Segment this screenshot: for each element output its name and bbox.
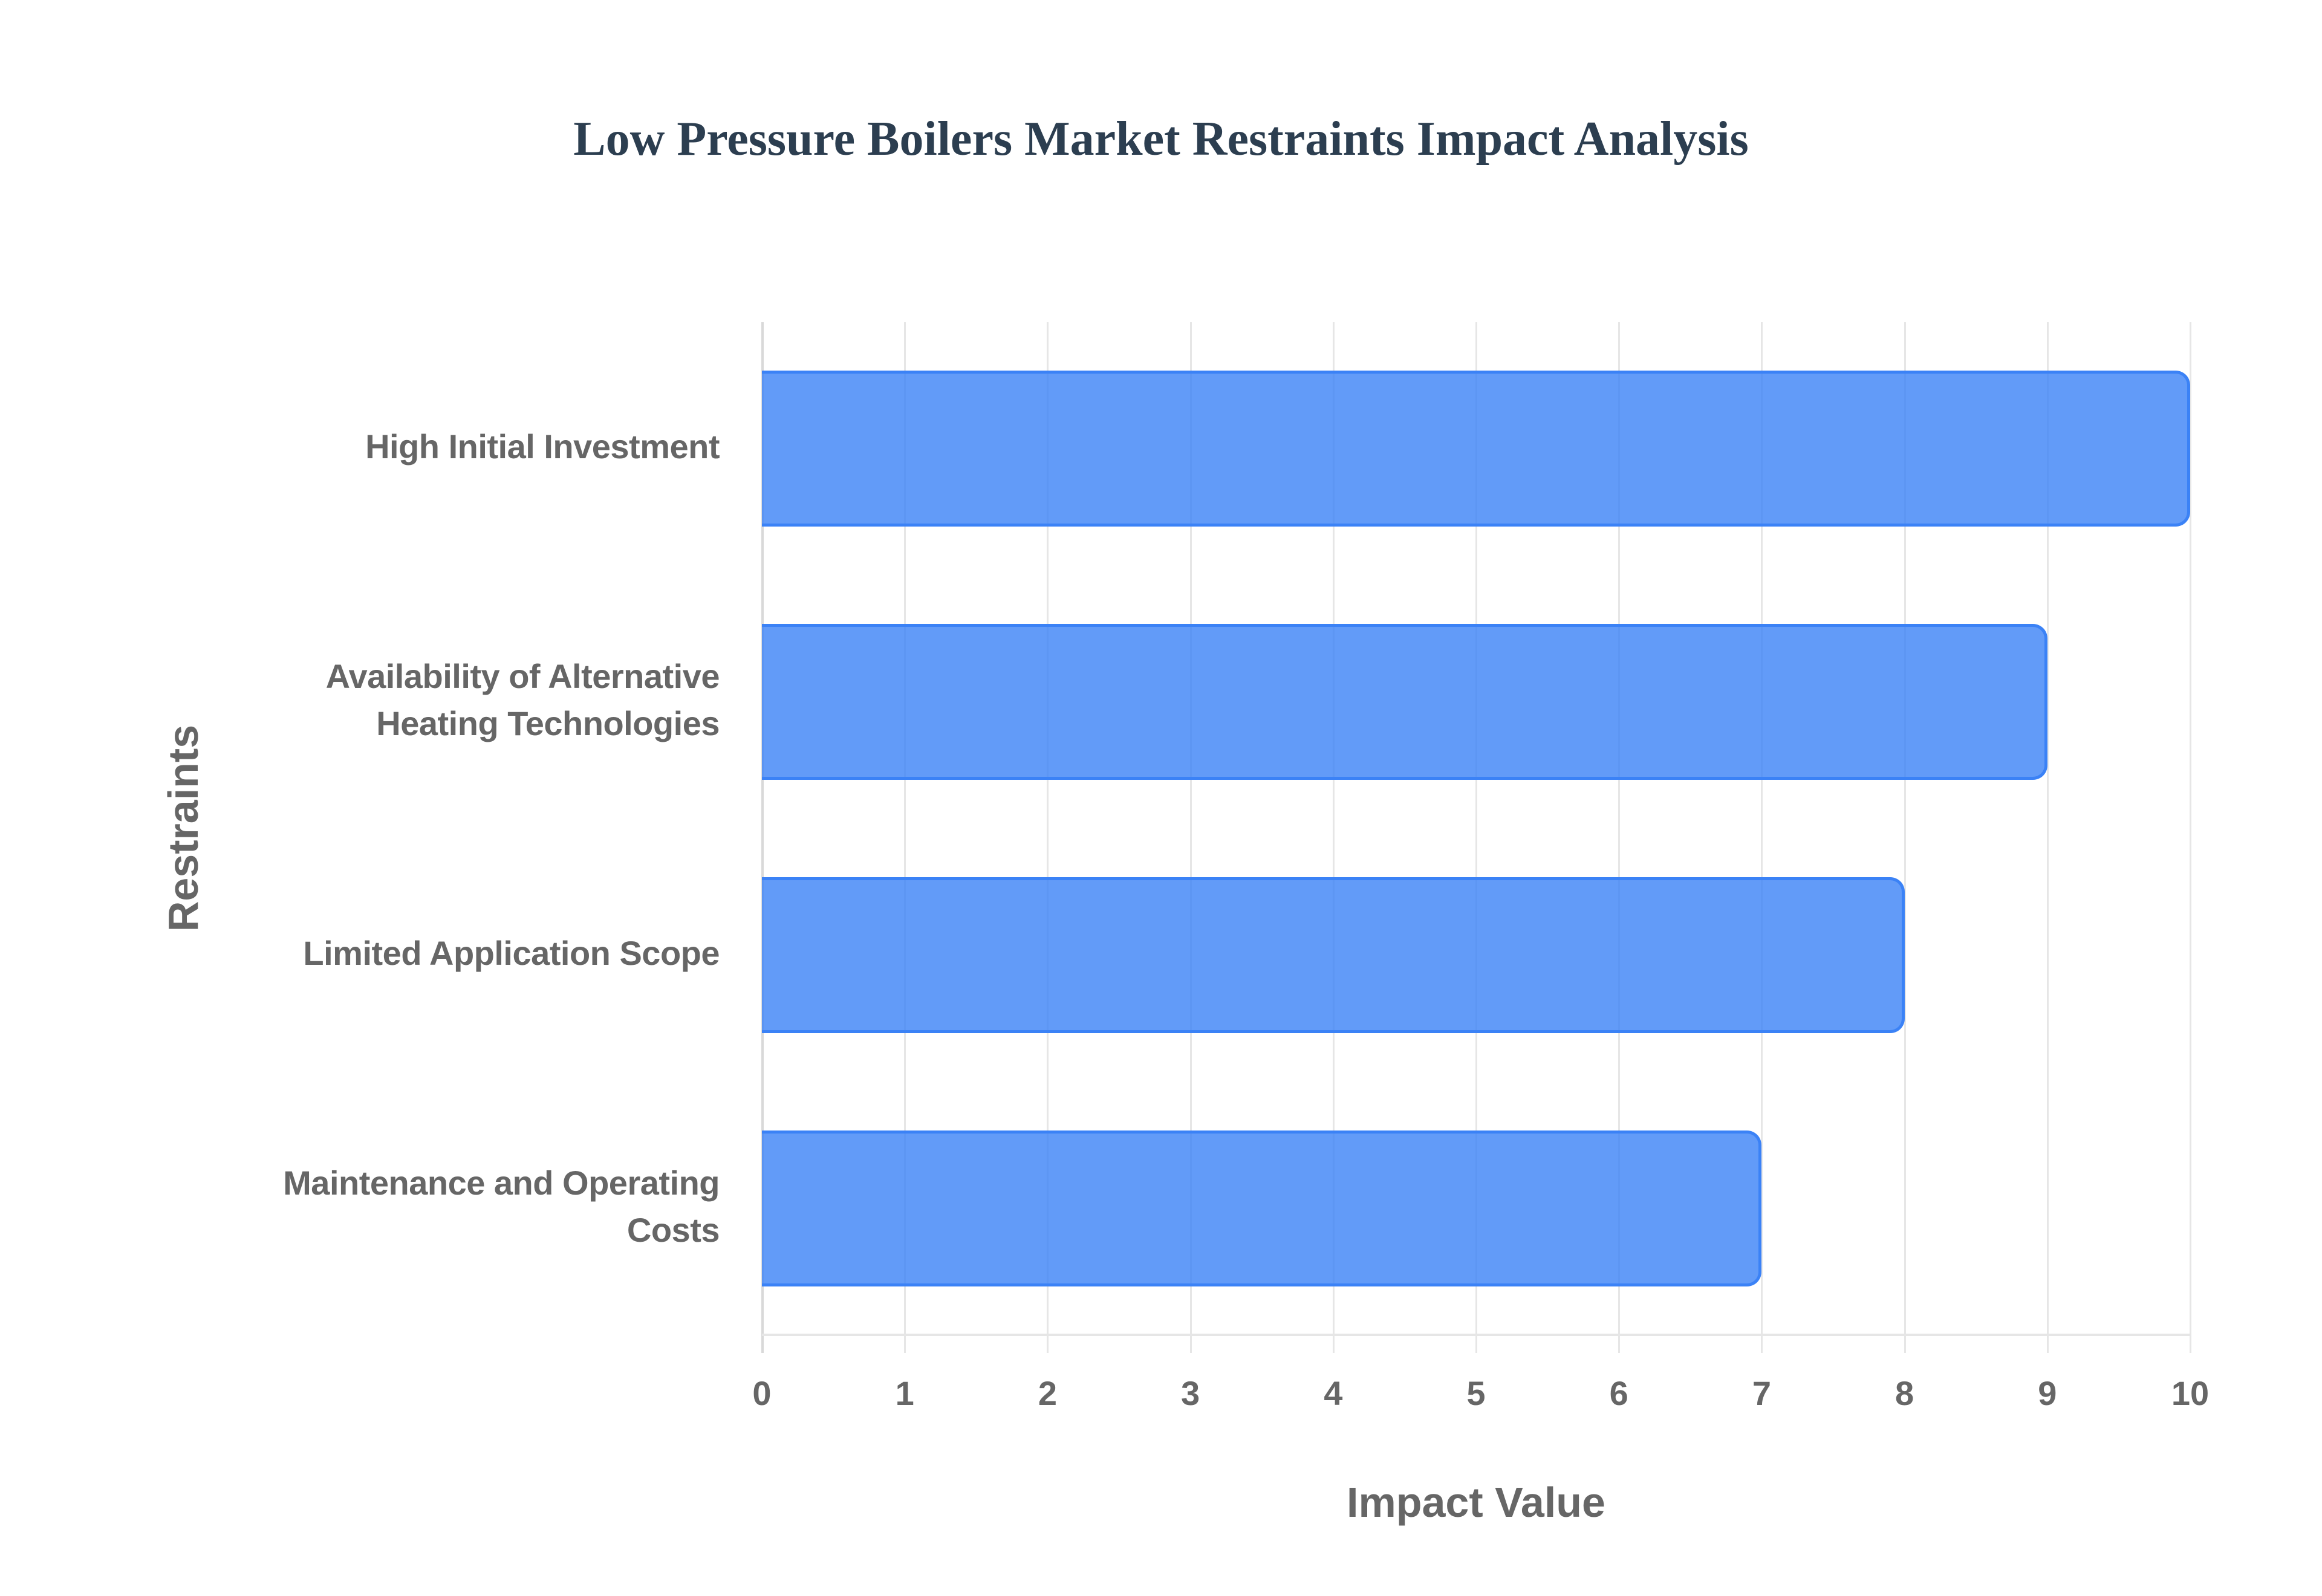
x-tick-label: 7 xyxy=(1752,1374,1771,1412)
gridline xyxy=(1904,322,1906,1353)
gridline xyxy=(1332,322,1335,1353)
bar[interactable] xyxy=(762,877,1905,1033)
gridline xyxy=(1618,322,1621,1353)
x-tick-label: 4 xyxy=(1324,1374,1343,1412)
y-tick-label: Limited Application Scope xyxy=(54,930,720,977)
x-tick-label: 9 xyxy=(2038,1374,2057,1412)
gridline xyxy=(904,322,906,1353)
gridline xyxy=(2046,322,2049,1353)
y-tick-label: High Initial Investment xyxy=(54,423,720,470)
gridline xyxy=(1761,322,1763,1353)
y-tick-label-line: Limited Application Scope xyxy=(303,933,720,972)
gridline xyxy=(1189,322,1192,1353)
y-tick-label-line: High Initial Investment xyxy=(365,427,720,466)
gridline xyxy=(1475,322,1477,1353)
x-tick-label: 6 xyxy=(1609,1374,1628,1412)
x-tick-label: 10 xyxy=(2171,1374,2210,1412)
x-tick-label: 5 xyxy=(1466,1374,1486,1412)
x-tick-label: 1 xyxy=(895,1374,914,1412)
x-tick-label: 0 xyxy=(752,1374,772,1412)
x-tick-label: 3 xyxy=(1181,1374,1200,1412)
y-tick-label-line: Maintenance and Operating xyxy=(283,1163,720,1202)
y-axis-line xyxy=(761,322,764,1353)
x-tick-label: 8 xyxy=(1895,1374,1914,1412)
gridline xyxy=(2190,322,2191,1353)
y-tick-label-line: Costs xyxy=(626,1210,720,1249)
bar[interactable] xyxy=(762,1130,1762,1286)
y-tick-label-line: Availability of Alternative xyxy=(325,657,720,696)
chart-title: Low Pressure Boilers Market Restraints I… xyxy=(573,112,1749,166)
x-tick-label: 2 xyxy=(1038,1374,1057,1412)
x-axis-title: Impact Value xyxy=(1347,1479,1605,1526)
gridline xyxy=(1047,322,1049,1353)
y-tick-label: Maintenance and Operating Costs xyxy=(54,1160,720,1254)
plot-area xyxy=(761,322,2191,1353)
bar[interactable] xyxy=(762,624,2047,780)
y-axis-title: Restraints xyxy=(160,724,207,932)
y-tick-label: Availability of Alternative Heating Techn… xyxy=(54,653,720,747)
bar[interactable] xyxy=(762,371,2190,527)
y-tick-label-line: Heating Technologies xyxy=(376,704,720,743)
